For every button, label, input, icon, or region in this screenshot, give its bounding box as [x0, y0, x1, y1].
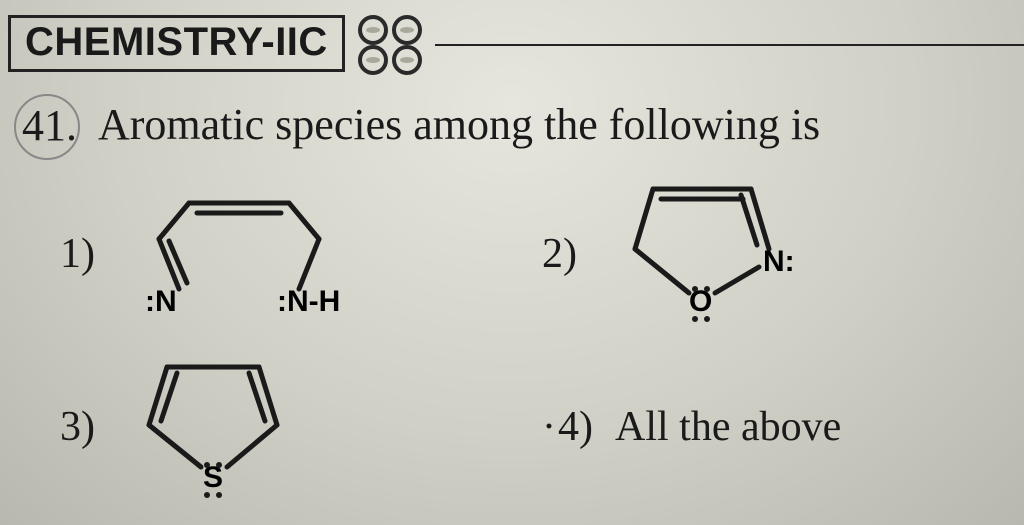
option-3-label: 3) [60, 403, 95, 451]
opt2-N: N: [763, 245, 795, 278]
option-4-bullet: · [542, 403, 556, 451]
options-grid: 1) [0, 169, 1024, 507]
option-3-structure: S [109, 347, 319, 507]
option-4-text: All the above [615, 403, 841, 451]
question-row: 41. Aromatic species among the following… [0, 100, 1024, 151]
option-2-label: 2) [542, 230, 577, 278]
options-row-1: 1) [60, 169, 1024, 339]
oxazole-icon: N: O [591, 169, 821, 339]
page-title: CHEMISTRY-IIC [8, 15, 345, 72]
option-4-label: 4) [558, 403, 593, 451]
option-2-structure: N: O [591, 169, 821, 339]
header-rule [435, 44, 1024, 46]
thiophene-icon: S [109, 347, 319, 507]
options-row-2: 3) [60, 347, 1024, 507]
option-2: 2) [542, 169, 1024, 339]
option-1-structure: :N :N-H [109, 179, 399, 329]
compound-rings-icon [351, 14, 431, 76]
option-4: · 4) All the above [542, 403, 1024, 451]
question-number-wrap: 41. [8, 100, 98, 151]
question-text: Aromatic species among the following is [98, 100, 820, 151]
page: CHEMISTRY-IIC 41. Aromatic species amon [0, 0, 1024, 525]
question-number: 41. [22, 101, 77, 150]
header-row: CHEMISTRY-IIC [0, 0, 1024, 76]
option-3: 3) [60, 347, 542, 507]
opt1-right-N: :N-H [277, 285, 340, 318]
pyrazole-icon: :N :N-H [109, 179, 399, 329]
opt1-left-N: :N [145, 285, 177, 318]
option-1-label: 1) [60, 230, 95, 278]
option-1: 1) [60, 179, 542, 329]
